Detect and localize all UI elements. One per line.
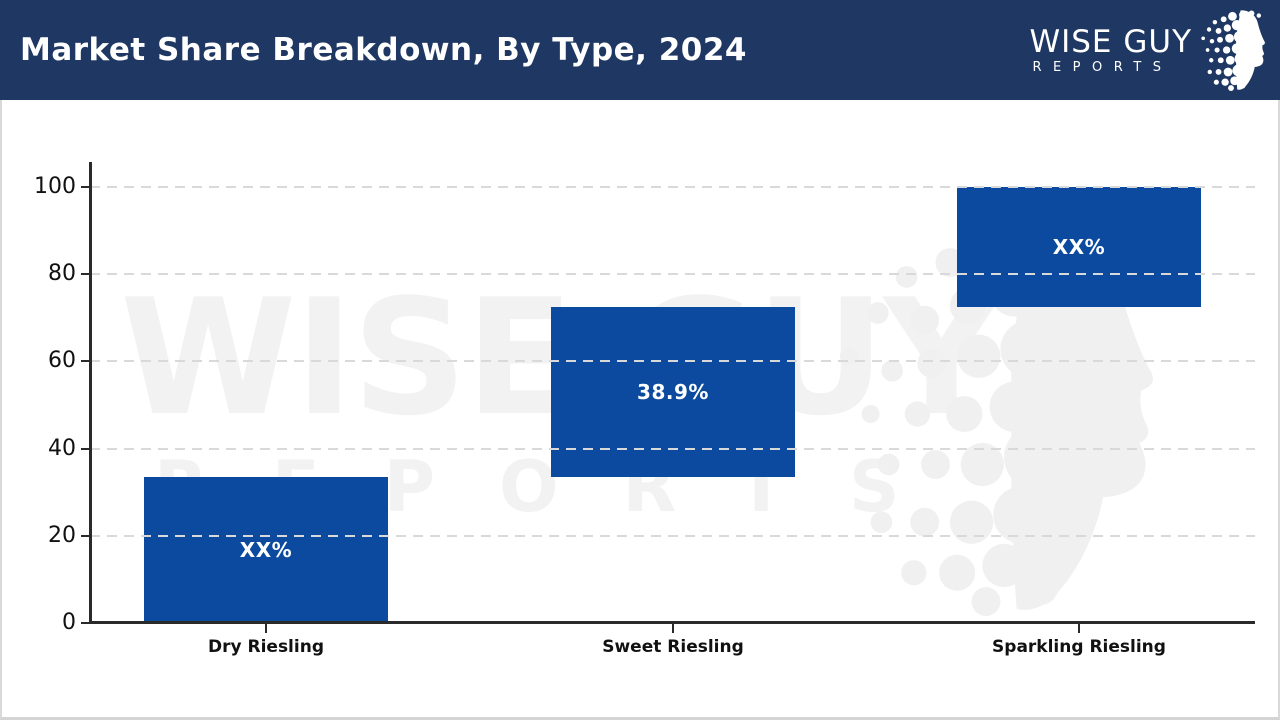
y-tick-mark-100 (81, 185, 90, 188)
y-tick-label-80: 80 (48, 260, 76, 286)
gridline-60 (90, 360, 1255, 363)
logo-text: WISE GUY REPORTS (1029, 25, 1192, 75)
y-tick-mark-40 (81, 447, 90, 450)
y-tick-label-20: 20 (48, 522, 76, 548)
y-tick-mark-0 (81, 622, 90, 625)
x-tick-label-1: Dry Riesling (208, 637, 324, 657)
bar-value-label: XX% (239, 538, 293, 563)
header-bar: Market Share Breakdown, By Type, 2024 WI… (0, 0, 1280, 100)
y-tick-mark-60 (81, 360, 90, 363)
chart-area: WISE GUY REPORTS XX% 38.9% XX% 0 20 40 60 80 100… (0, 100, 1280, 720)
y-tick-label-100: 100 (34, 173, 76, 199)
gridline-40 (90, 447, 1255, 450)
y-tick-label-0: 0 (62, 610, 76, 636)
y-tick-label-60: 60 (48, 348, 76, 374)
gridline-100 (90, 185, 1255, 188)
gridline-20 (90, 534, 1255, 537)
x-tick-mark-3 (1078, 624, 1080, 633)
x-tick-label-3: Sparkling Riesling (992, 637, 1166, 657)
y-tick-mark-20 (81, 534, 90, 537)
x-tick-label-2: Sweet Riesling (602, 637, 744, 657)
plot: XX% 38.9% XX% 0 20 40 60 80 100 Dry Riesling Sweet… (2, 100, 1278, 717)
gridline-80 (90, 272, 1255, 275)
x-tick-mark-2 (672, 624, 674, 633)
wiseguy-face-icon (1201, 10, 1265, 91)
y-tick-label-40: 40 (48, 435, 76, 461)
bar-sweet-riesling: 38.9% (551, 307, 795, 477)
x-axis-line (89, 621, 1255, 624)
x-tick-mark-1 (265, 624, 267, 633)
wiseguy-logo: WISE GUY REPORTS (1029, 9, 1280, 91)
logo-subtext: REPORTS (1032, 60, 1173, 76)
y-axis-line (89, 162, 92, 624)
bar-dry-riesling: XX% (144, 476, 388, 624)
bar-value-label: XX% (1052, 234, 1106, 259)
bar-value-label: 38.9% (637, 380, 709, 404)
logo-wordmark: WISE GUY (1029, 23, 1192, 60)
bar-sparkling-riesling: XX% (957, 186, 1201, 308)
page-title: Market Share Breakdown, By Type, 2024 (20, 32, 748, 68)
y-tick-mark-80 (81, 272, 90, 275)
